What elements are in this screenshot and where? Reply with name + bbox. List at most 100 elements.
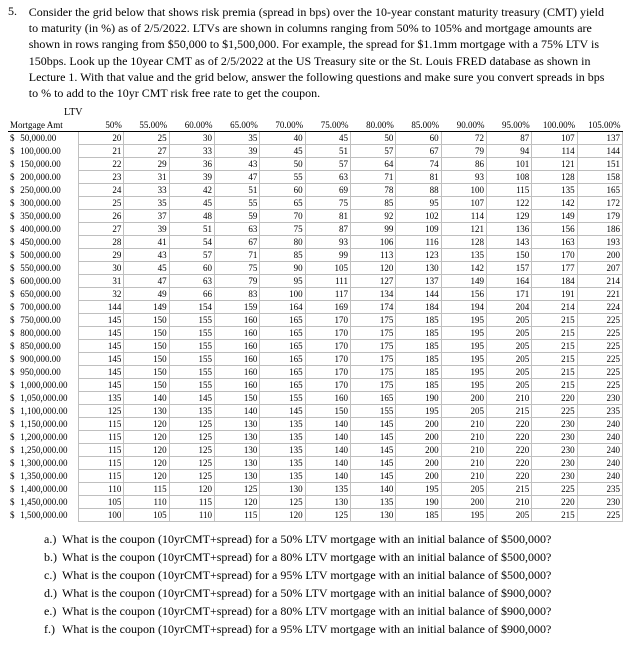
spread-value: 164 — [260, 301, 305, 314]
spread-value: 128 — [441, 236, 486, 249]
mortgage-amount: $ 500,000.00 — [8, 249, 79, 262]
spread-value: 41 — [124, 236, 169, 249]
spread-value: 170 — [532, 249, 577, 262]
spread-value: 79 — [215, 275, 260, 288]
spread-value: 137 — [577, 132, 622, 145]
mortgage-amount: $ 1,500,000.00 — [8, 509, 79, 522]
spread-value: 135 — [79, 392, 124, 405]
spread-value: 175 — [350, 379, 395, 392]
spread-value: 157 — [486, 262, 531, 275]
spread-value: 215 — [532, 379, 577, 392]
spread-value: 115 — [79, 444, 124, 457]
spread-value: 165 — [260, 366, 305, 379]
spread-value: 220 — [486, 431, 531, 444]
mortgage-amount: $ 200,000.00 — [8, 171, 79, 184]
mortgage-amount: $ 750,000.00 — [8, 314, 79, 327]
spread-value: 145 — [350, 444, 395, 457]
table-row: $ 1,500,000.0010010511011512012513018519… — [8, 509, 623, 522]
spread-value: 50 — [260, 158, 305, 171]
table-row: $ 750,000.001451501551601651701751851952… — [8, 314, 623, 327]
spread-value: 125 — [169, 470, 214, 483]
spread-value: 135 — [260, 444, 305, 457]
spread-value: 145 — [350, 470, 395, 483]
spread-value: 200 — [396, 444, 441, 457]
spread-value: 165 — [260, 379, 305, 392]
spread-value: 220 — [532, 496, 577, 509]
sub-question-text: What is the coupon (10yrCMT+spread) for … — [62, 586, 551, 600]
spread-value: 155 — [169, 340, 214, 353]
spread-value: 240 — [577, 431, 622, 444]
spread-value: 225 — [532, 405, 577, 418]
spread-value: 155 — [169, 353, 214, 366]
spread-value: 145 — [79, 366, 124, 379]
mortgage-amount: $ 600,000.00 — [8, 275, 79, 288]
spread-value: 125 — [79, 405, 124, 418]
spread-value: 60 — [260, 184, 305, 197]
mortgage-amount: $ 1,100,000.00 — [8, 405, 79, 418]
spread-value: 115 — [169, 496, 214, 509]
spread-value: 225 — [577, 379, 622, 392]
sub-question-label: e.) — [44, 602, 62, 620]
mortgage-amount: $ 1,350,000.00 — [8, 470, 79, 483]
spread-value: 200 — [396, 431, 441, 444]
column-header: 55.00% — [124, 119, 169, 132]
spread-value: 45 — [124, 262, 169, 275]
spread-value: 205 — [486, 353, 531, 366]
spread-value: 142 — [441, 262, 486, 275]
spread-value: 230 — [577, 392, 622, 405]
column-header: 95.00% — [486, 119, 531, 132]
spread-value: 210 — [441, 457, 486, 470]
spread-value: 81 — [396, 171, 441, 184]
spread-value: 200 — [396, 457, 441, 470]
spread-value: 94 — [486, 145, 531, 158]
column-header: 75.00% — [305, 119, 350, 132]
spread-value: 63 — [169, 275, 214, 288]
spread-value: 79 — [441, 145, 486, 158]
sub-question-label: b.) — [44, 548, 62, 566]
table-row: $ 250,000.002433425160697888100115135165 — [8, 184, 623, 197]
mortgage-amount: $ 850,000.00 — [8, 340, 79, 353]
mortgage-amount: $ 950,000.00 — [8, 366, 79, 379]
spread-value: 165 — [260, 353, 305, 366]
spread-value: 224 — [577, 301, 622, 314]
mortgage-amount: $ 1,250,000.00 — [8, 444, 79, 457]
sub-questions: a.)What is the coupon (10yrCMT+spread) f… — [44, 530, 621, 638]
sub-question-label: f.) — [44, 620, 62, 638]
spread-value: 40 — [260, 132, 305, 145]
mortgage-amount: $ 250,000.00 — [8, 184, 79, 197]
spread-value: 83 — [215, 288, 260, 301]
spread-value: 158 — [577, 171, 622, 184]
spread-value: 109 — [396, 223, 441, 236]
column-header: 85.00% — [396, 119, 441, 132]
spread-value: 150 — [305, 405, 350, 418]
spread-value: 160 — [215, 379, 260, 392]
spread-value: 210 — [441, 431, 486, 444]
spread-value: 33 — [124, 184, 169, 197]
spread-value: 191 — [532, 288, 577, 301]
spread-value: 195 — [396, 483, 441, 496]
spread-value: 71 — [350, 171, 395, 184]
spread-value: 130 — [396, 262, 441, 275]
spread-value: 160 — [215, 353, 260, 366]
spread-value: 214 — [577, 275, 622, 288]
spread-value: 149 — [441, 275, 486, 288]
spread-value: 105 — [305, 262, 350, 275]
spread-value: 145 — [79, 353, 124, 366]
spread-value: 50 — [350, 132, 395, 145]
spread-value: 185 — [396, 353, 441, 366]
table-row: $ 1,450,000.0010511011512012513013519020… — [8, 496, 623, 509]
spread-value: 85 — [260, 249, 305, 262]
spread-value: 85 — [350, 197, 395, 210]
mortgage-amt-header: Mortgage Amt — [8, 119, 79, 132]
spread-value: 150 — [124, 366, 169, 379]
spread-value: 100 — [441, 184, 486, 197]
sub-question: c.)What is the coupon (10yrCMT+spread) f… — [44, 566, 621, 584]
spread-value: 200 — [577, 249, 622, 262]
sub-question-text: What is the coupon (10yrCMT+spread) for … — [62, 532, 551, 546]
spread-value: 144 — [396, 288, 441, 301]
spread-value: 190 — [396, 496, 441, 509]
spread-value: 186 — [577, 223, 622, 236]
spread-value: 207 — [577, 262, 622, 275]
mortgage-amount: $ 800,000.00 — [8, 327, 79, 340]
spread-value: 205 — [441, 483, 486, 496]
